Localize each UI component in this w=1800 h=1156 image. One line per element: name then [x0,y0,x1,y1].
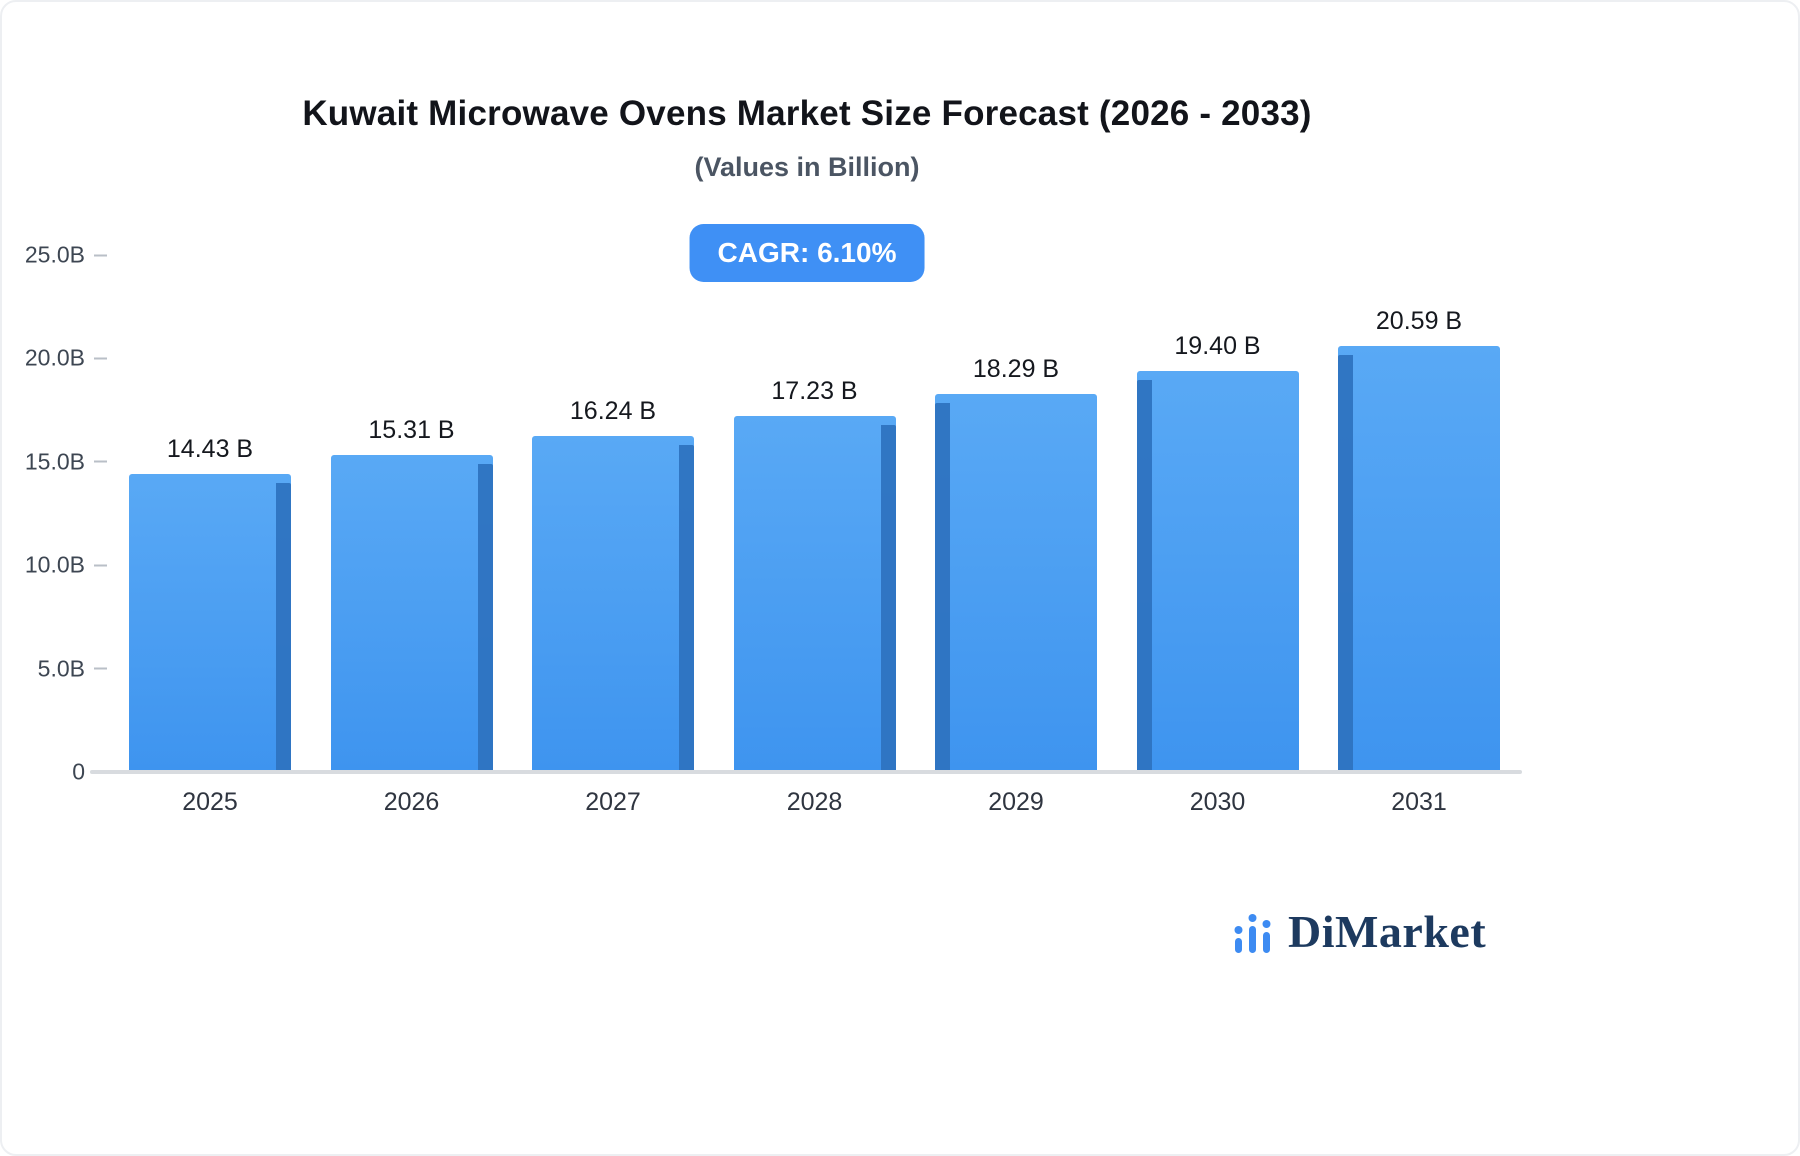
bar-value-label: 19.40 B [1174,331,1261,360]
y-axis-tick-label: 0 [72,758,85,785]
bar-value-label: 20.59 B [1375,307,1463,336]
bar-group: 14.43 B 2025 [129,255,291,816]
x-axis-label: 2027 [585,788,641,816]
bar [733,415,896,772]
bar-value-label: 14.43 B [166,434,254,463]
x-axis-label: 2028 [786,788,843,816]
bar [330,455,493,772]
x-axis-label: 2025 [182,788,238,816]
bar-group: 17.23 B 2028 [733,255,896,816]
bar-value-label: 18.29 B [972,354,1060,383]
x-axis-label: 2031 [1391,788,1447,816]
dimarket-logo: DiMarket [1230,905,1486,958]
bar [1338,346,1500,772]
bar-side-shade [1338,355,1353,772]
bar-group: 18.29 B 2029 [935,255,1097,816]
y-axis-tick-label: 20.0B [24,344,85,371]
bar-side-shade [276,482,291,772]
x-axis-label: 2029 [988,788,1044,816]
x-axis-label: 2026 [383,788,440,816]
y-axis-tick-label: 25.0B [24,241,85,268]
bar-group: 20.59 B 2031 [1338,255,1500,816]
y-axis-tick: 25.0B [25,242,107,269]
y-axis-tick-label: 5.0B [37,655,85,682]
y-axis-tick: 5.0B [38,655,107,682]
bar-group: 15.31 B 2026 [330,255,493,816]
bar-group: 16.24 B 2027 [532,255,694,816]
tick-mark [94,460,107,463]
bar-side-shade [679,445,694,772]
bar [1136,370,1299,772]
y-axis-tick: 10.0B [25,552,107,579]
bar-group: 19.40 B 2030 [1136,255,1299,816]
bar-chart-icon [1234,913,1271,953]
y-axis: 0 5.0B 10.0B 15.0B 20.0B 25.0B [2,242,107,785]
bar-value-label: 15.31 B [368,416,455,445]
y-axis-tick: 15.0B [25,448,107,475]
bar-side-shade [1136,379,1152,772]
chart-subtitle: (Values in Billion) [694,152,920,182]
y-axis-tick: 20.0B [25,345,107,372]
bar-side-shade [477,464,493,772]
chart-header: Kuwait Microwave Ovens Market Size Forec… [2,2,1612,183]
tick-mark [94,564,107,567]
tick-mark [94,357,107,360]
tick-mark [94,667,107,670]
plot-area: 14.43 B 2025 15.31 B 2026 16.24 B 2027 17.23 B… [90,255,1522,816]
cagr-badge: CAGR: 6.10% [689,224,925,282]
y-axis-tick-label: 15.0B [24,448,85,475]
bar-chart: 0 5.0B 10.0B 15.0B 20.0B 25.0B 14.43 B 2025 15.… [2,242,1542,816]
bar-value-label: 17.23 B [771,376,858,405]
bar-side-shade [935,402,950,772]
bar [935,393,1097,772]
brand-wordmark: DiMarket [1288,906,1487,957]
bar-value-label: 16.24 B [569,397,657,426]
bar [129,473,291,772]
bar [532,436,694,772]
chart-title: Kuwait Microwave Ovens Market Size Forec… [302,94,1312,133]
tick-mark [94,254,107,256]
x-axis-label: 2030 [1189,788,1246,816]
bar-side-shade [880,424,896,772]
y-axis-tick-label: 10.0B [24,551,85,578]
